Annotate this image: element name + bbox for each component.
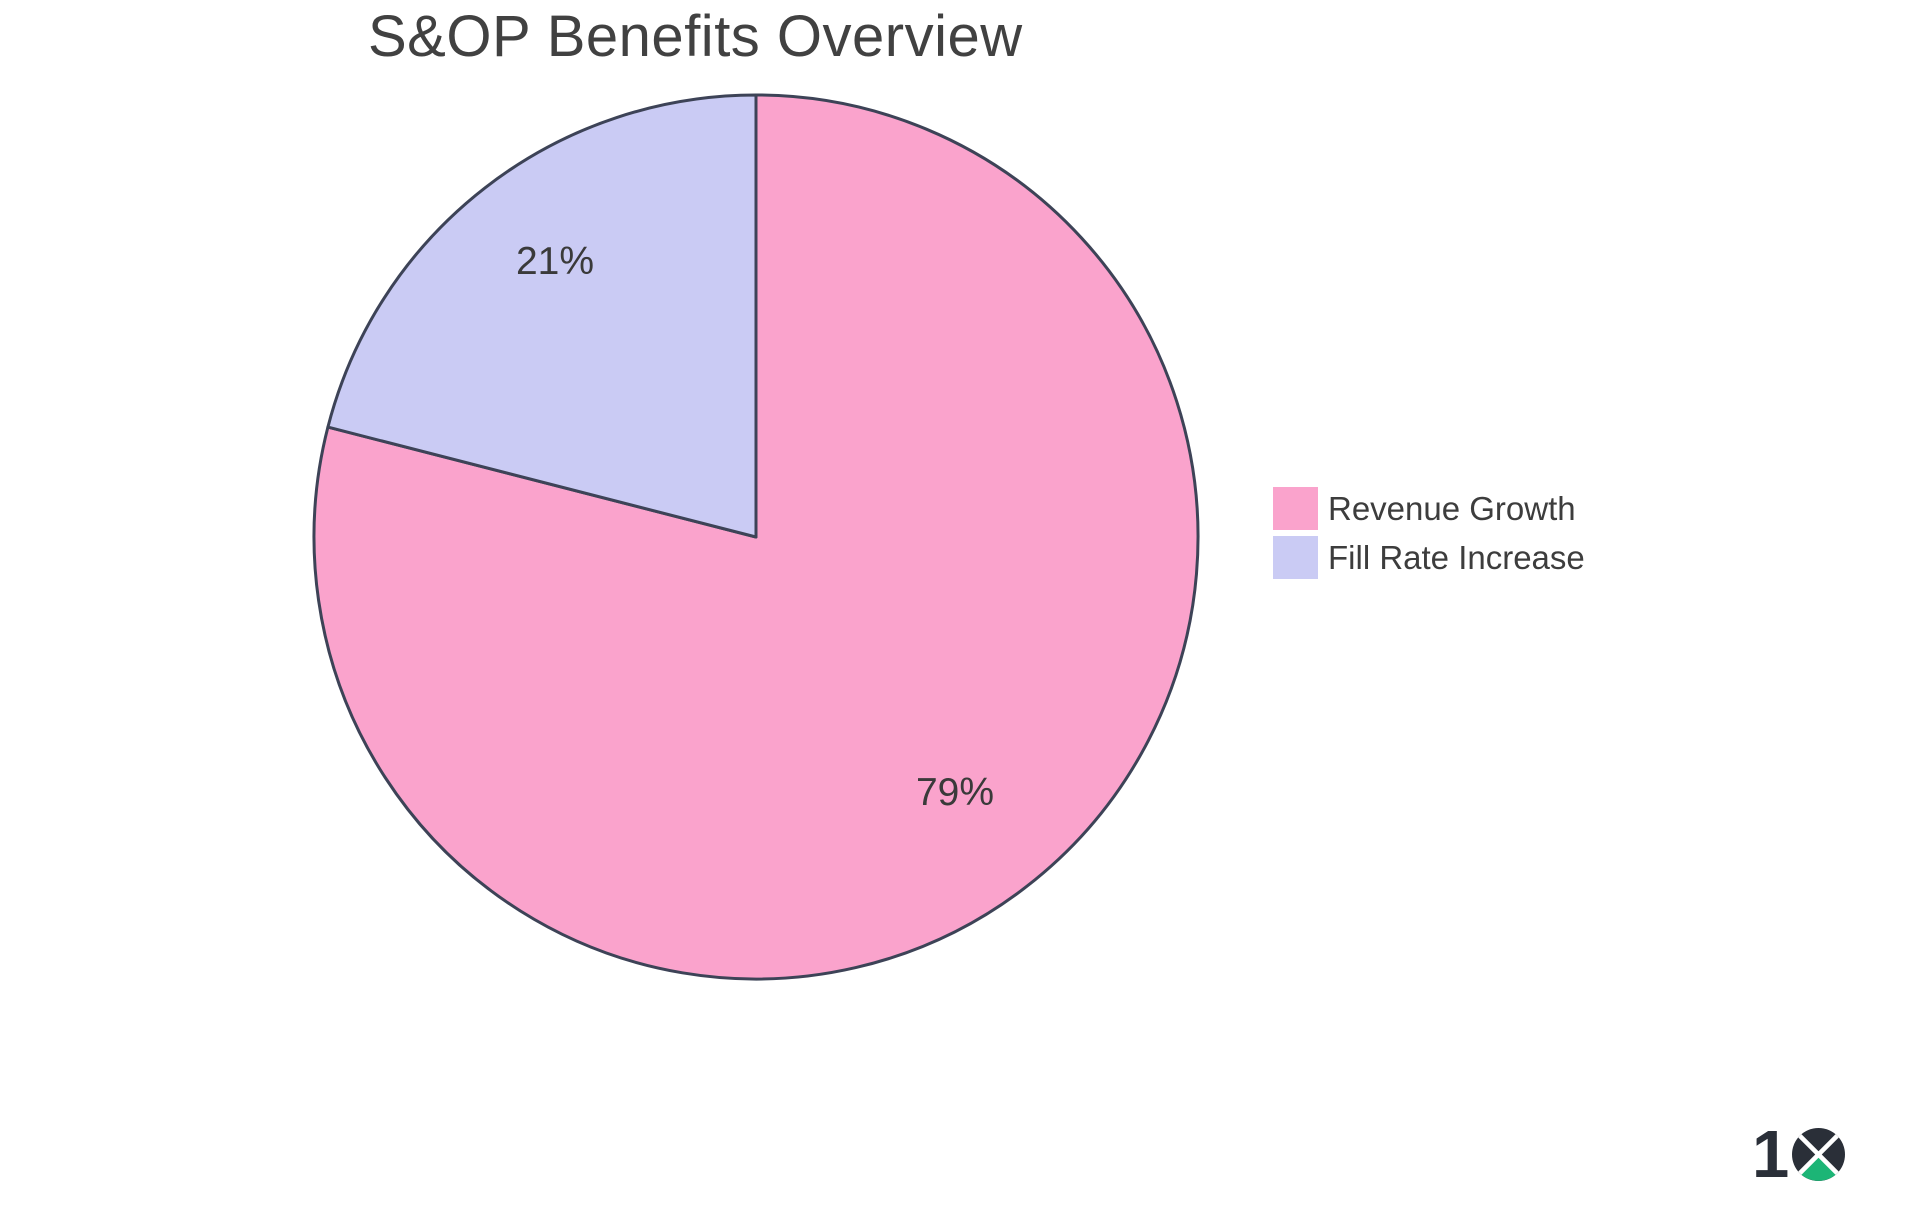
slice-label-revenue-growth: 79% xyxy=(915,771,995,814)
chart-title: S&OP Benefits Overview xyxy=(368,4,1023,69)
legend-swatch-revenue-growth xyxy=(1273,487,1318,530)
legend-item-fill-rate-increase[interactable]: Fill Rate Increase xyxy=(1273,536,1585,579)
legend-label-fill-rate-increase: Fill Rate Increase xyxy=(1328,538,1585,576)
legend: Revenue Growth Fill Rate Increase xyxy=(1273,487,1585,585)
logo-circle-x-mark xyxy=(1792,1128,1846,1181)
pie-slice-fill-rate-increase[interactable] xyxy=(326,93,758,539)
pie-chart xyxy=(312,93,1200,981)
brand-logo-digit: 1 xyxy=(1752,1117,1790,1192)
legend-label-revenue-growth: Revenue Growth xyxy=(1328,489,1576,527)
brand-logo: 1 xyxy=(1752,1117,1846,1192)
legend-swatch-fill-rate-increase xyxy=(1273,536,1318,579)
slice-label-fill-rate-increase: 21% xyxy=(515,240,595,283)
legend-item-revenue-growth[interactable]: Revenue Growth xyxy=(1273,487,1585,530)
